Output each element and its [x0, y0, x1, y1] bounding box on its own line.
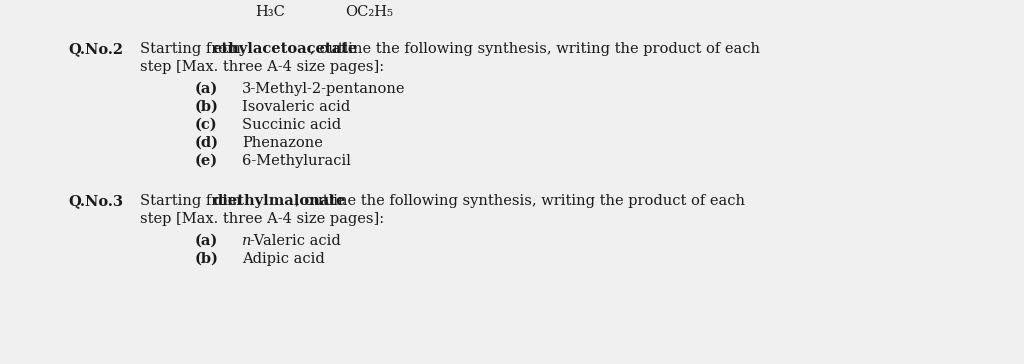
Text: Phenazone: Phenazone: [242, 136, 323, 150]
Text: diethylmalonate: diethylmalonate: [212, 194, 345, 208]
Text: 6-Methyluracil: 6-Methyluracil: [242, 154, 351, 168]
Text: n: n: [242, 234, 251, 248]
Text: 3-Methyl-2-pentanone: 3-Methyl-2-pentanone: [242, 82, 406, 96]
Text: Q.No.3: Q.No.3: [68, 194, 123, 208]
Text: -Valeric acid: -Valeric acid: [250, 234, 341, 248]
Text: step [Max. three A-4 size pages]:: step [Max. three A-4 size pages]:: [140, 60, 384, 74]
Text: (b): (b): [195, 100, 219, 114]
Text: (d): (d): [195, 136, 219, 150]
Text: , outline the following synthesis, writing the product of each: , outline the following synthesis, writi…: [295, 194, 745, 208]
Text: (a): (a): [195, 234, 218, 248]
Text: Succinic acid: Succinic acid: [242, 118, 341, 132]
Text: ethylacetoacetate: ethylacetoacetate: [212, 42, 357, 56]
Text: step [Max. three A-4 size pages]:: step [Max. three A-4 size pages]:: [140, 212, 384, 226]
Text: OC₂H₅: OC₂H₅: [345, 5, 393, 19]
Text: Starting from: Starting from: [140, 42, 246, 56]
Text: (c): (c): [195, 118, 218, 132]
Text: Adipic acid: Adipic acid: [242, 252, 325, 266]
Text: (a): (a): [195, 82, 218, 96]
Text: (b): (b): [195, 252, 219, 266]
Text: Isovaleric acid: Isovaleric acid: [242, 100, 350, 114]
Text: (e): (e): [195, 154, 218, 168]
Text: Q.No.2: Q.No.2: [68, 42, 123, 56]
Text: H₃C: H₃C: [255, 5, 285, 19]
Text: Starting from: Starting from: [140, 194, 246, 208]
Text: , outline the following synthesis, writing the product of each: , outline the following synthesis, writi…: [310, 42, 760, 56]
